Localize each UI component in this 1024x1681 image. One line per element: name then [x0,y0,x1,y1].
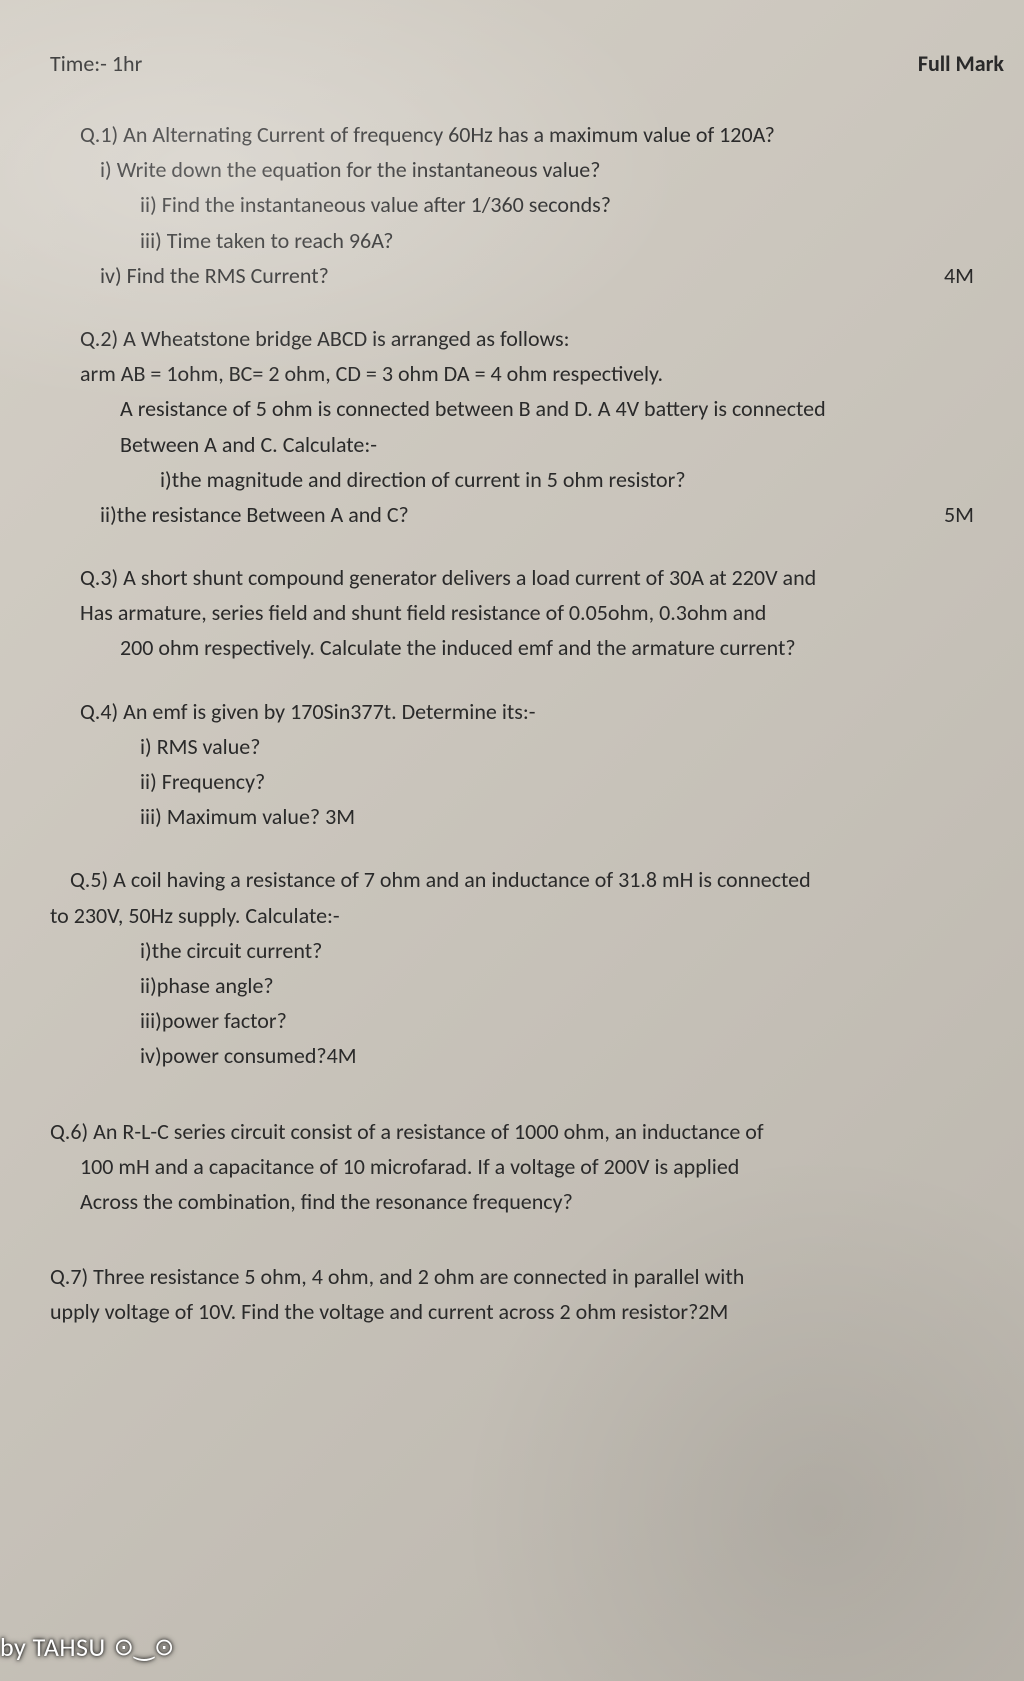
exam-paper: Time:- 1hr Full Mark Q.1) An Alternating… [0,0,1024,1681]
q6-line2: 100 mH and a capacitance of 10 microfara… [80,1149,994,1184]
q7-line1: Q.7) Three resistance 5 ohm, 4 ohm, and … [50,1259,994,1294]
watermark-eyes-icon: ⊙‿⊙ [114,1633,175,1662]
q1-mark: 4M [944,258,974,293]
watermark-text: by TAHSU [0,1631,106,1663]
q6-line1: Q.6) An R-L-C series circuit consist of … [50,1114,994,1149]
q5-part-iv: iv)power consumed?4M [140,1038,994,1073]
header-row: Time:- 1hr Full Mark [50,50,994,77]
question-1: Q.1) An Alternating Current of frequency… [50,117,994,293]
q4-title: Q.4) An emf is given by 170Sin377t. Dete… [80,694,994,729]
q4-part-i: i) RMS value? [140,729,994,764]
question-7: Q.7) Three resistance 5 ohm, 4 ohm, and … [50,1259,994,1329]
q1-title: Q.1) An Alternating Current of frequency… [80,117,994,152]
q2-part-i: i)the magnitude and direction of current… [160,462,994,497]
question-2: Q.2) A Wheatstone bridge ABCD is arrange… [50,321,994,532]
watermark: by TAHSU ⊙‿⊙ [0,1631,175,1663]
q5-part-iii: iii)power factor? [140,1003,994,1038]
q5-part-ii: ii)phase angle? [140,968,994,1003]
q2-mark: 5M [944,497,974,532]
q4-part-iii: iii) Maximum value? 3M [140,799,994,834]
q5-part-i: i)the circuit current? [140,933,994,968]
q2-line3: Between A and C. Calculate:- [120,427,994,462]
question-3: Q.3) A short shunt compound generator de… [50,560,994,666]
question-4: Q.4) An emf is given by 170Sin377t. Dete… [50,694,994,835]
q3-line1: Q.3) A short shunt compound generator de… [80,560,994,595]
full-marks-label: Full Mark [918,50,1004,77]
q7-line2: upply voltage of 10V. Find the voltage a… [50,1294,994,1329]
question-6: Q.6) An R-L-C series circuit consist of … [50,1114,994,1220]
q1-part-iv: iv) Find the RMS Current? [100,258,329,293]
q4-part-ii: ii) Frequency? [140,764,994,799]
q6-line3: Across the combination, find the resonan… [80,1184,994,1219]
q2-title: Q.2) A Wheatstone bridge ABCD is arrange… [80,321,994,356]
q1-part-iii: iii) Time taken to reach 96A? [140,223,994,258]
q2-line1: arm AB = 1ohm, BC= 2 ohm, CD = 3 ohm DA … [80,356,994,391]
time-label: Time:- 1hr [50,50,142,77]
q5-line2: to 230V, 50Hz supply. Calculate:- [50,898,994,933]
q3-line3: 200 ohm respectively. Calculate the indu… [120,630,994,665]
q2-line2: A resistance of 5 ohm is connected betwe… [120,391,994,426]
q3-line2: Has armature, series field and shunt fie… [80,595,994,630]
q2-part-ii: ii)the resistance Between A and C? [100,497,409,532]
q1-part-ii: ii) Find the instantaneous value after 1… [140,187,994,222]
q1-part-i: i) Write down the equation for the insta… [100,152,994,187]
q5-line1: Q.5) A coil having a resistance of 7 ohm… [70,862,994,897]
question-5: Q.5) A coil having a resistance of 7 ohm… [50,862,994,1073]
